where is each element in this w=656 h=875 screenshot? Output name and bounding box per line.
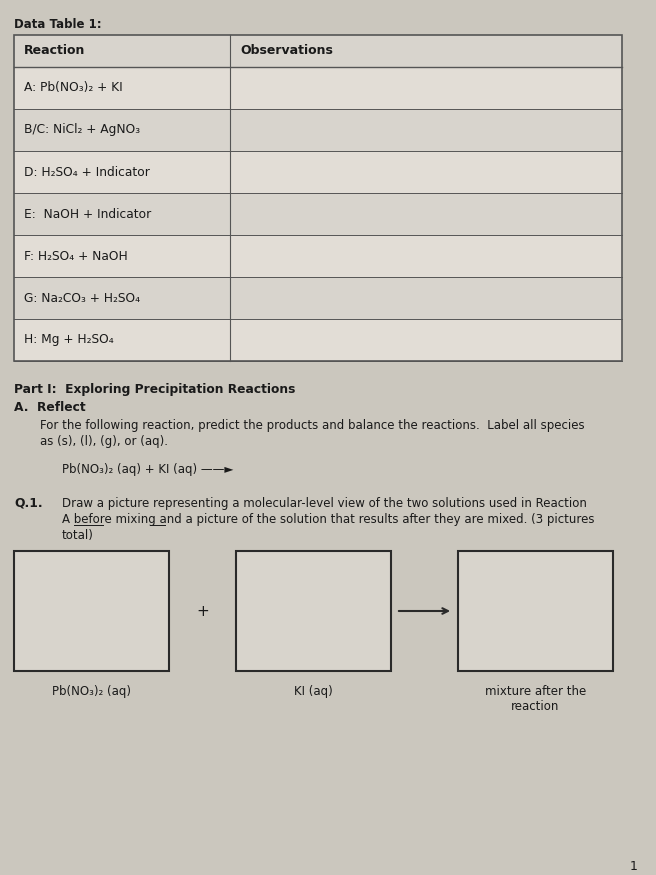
Bar (14, 67, 622, 109)
Text: E:  NaOH + Indicator: E: NaOH + Indicator (24, 207, 152, 220)
Text: F: H₂SO₄ + NaOH: F: H₂SO₄ + NaOH (24, 249, 128, 262)
Text: mixture after the
reaction: mixture after the reaction (485, 685, 586, 713)
Text: +: + (196, 604, 209, 619)
Bar (14, 35, 622, 67)
Bar (236, 551, 391, 671)
Bar (458, 551, 613, 671)
Bar (14, 277, 622, 319)
Text: Pb(NO₃)₂ (aq) + KI (aq) ——►: Pb(NO₃)₂ (aq) + KI (aq) ——► (62, 463, 234, 476)
Text: Data Table 1:: Data Table 1: (14, 18, 102, 31)
Text: KI (aq): KI (aq) (294, 685, 333, 698)
Bar (14, 151, 622, 193)
Text: D: H₂SO₄ + Indicator: D: H₂SO₄ + Indicator (24, 165, 150, 178)
Text: A.  Reflect: A. Reflect (14, 401, 86, 414)
Bar (14, 235, 622, 277)
Text: For the following reaction, predict the products and balance the reactions.  Lab: For the following reaction, predict the … (40, 419, 584, 432)
Text: total): total) (62, 529, 94, 542)
Text: B/C: NiCl₂ + AgNO₃: B/C: NiCl₂ + AgNO₃ (24, 123, 140, 136)
Bar (14, 319, 622, 361)
Text: Reaction: Reaction (24, 45, 85, 58)
Text: Part I:  Exploring Precipitation Reactions: Part I: Exploring Precipitation Reaction… (14, 383, 295, 396)
Text: Observations: Observations (240, 45, 333, 58)
Text: H: Mg + H₂SO₄: H: Mg + H₂SO₄ (24, 333, 113, 346)
Text: Q.1.: Q.1. (14, 497, 43, 510)
Text: G: Na₂CO₃ + H₂SO₄: G: Na₂CO₃ + H₂SO₄ (24, 291, 140, 304)
Text: A: Pb(NO₃)₂ + KI: A: Pb(NO₃)₂ + KI (24, 81, 123, 94)
Text: Draw a picture representing a molecular-level view of the two solutions used in : Draw a picture representing a molecular-… (62, 497, 587, 510)
Bar (14, 109, 622, 151)
Text: as (s), (l), (g), or (aq).: as (s), (l), (g), or (aq). (40, 435, 168, 448)
Text: Pb(NO₃)₂ (aq): Pb(NO₃)₂ (aq) (52, 685, 131, 698)
Bar (14, 551, 169, 671)
Bar (14, 35, 622, 361)
Text: 1: 1 (630, 860, 638, 873)
Bar (14, 193, 622, 235)
Text: A before mixing and a picture of the solution that results after they are mixed.: A before mixing and a picture of the sol… (62, 513, 594, 526)
